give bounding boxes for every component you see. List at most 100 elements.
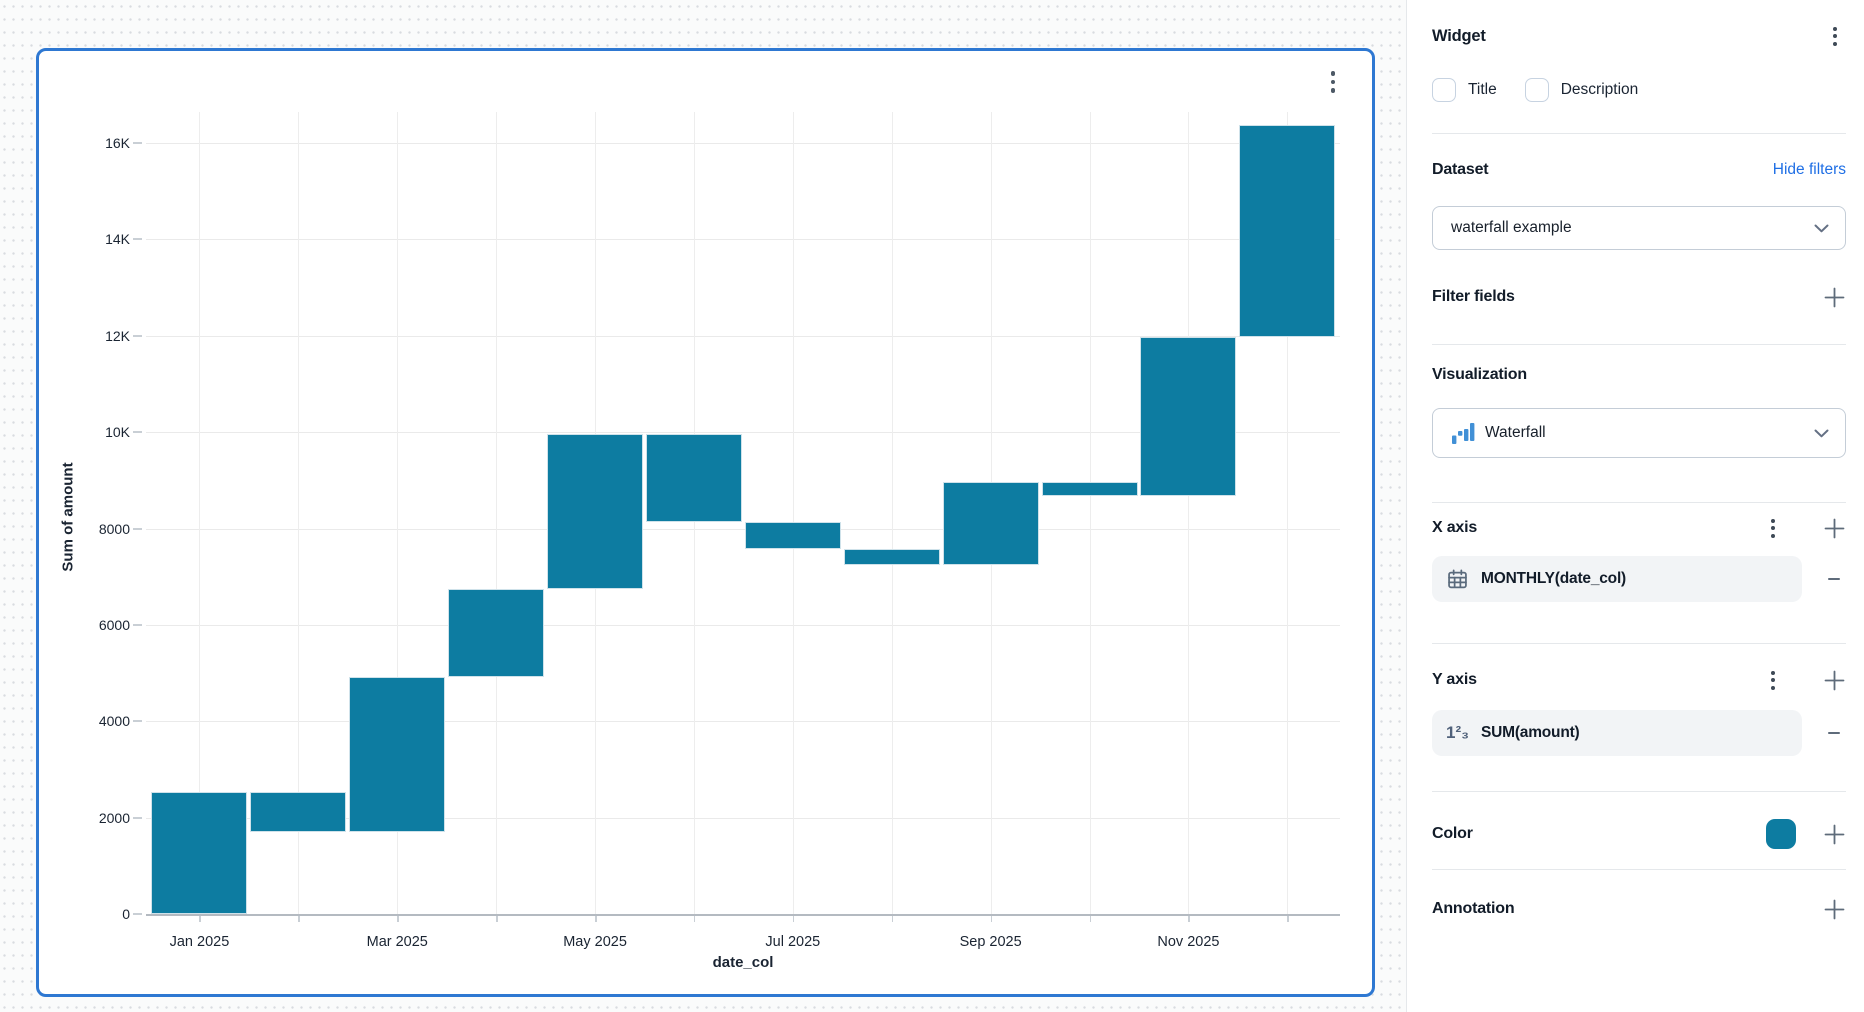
waterfall-chart-icon [1452,422,1475,444]
y-tick-mark [133,238,142,241]
x-axis-field-chip[interactable]: MONTHLY(date_col) [1432,556,1802,602]
x-tick-label: May 2025 [563,934,627,950]
y-tick-mark [133,527,142,530]
x-axis-label: X axis [1432,519,1478,536]
v-gridline [792,112,794,914]
x-tick-mark [891,916,894,922]
y-tick-label: 4000 [98,713,130,730]
y-axis-header-row: Y axis [1432,665,1846,695]
x-tick-label: Nov 2025 [1157,934,1220,950]
h-gridline [146,143,1340,144]
add-filter-field-button[interactable] [1822,285,1846,309]
y-axis-kebab-menu-button[interactable] [1762,667,1784,693]
add-color-button[interactable] [1822,822,1846,846]
y-tick-mark [133,720,142,723]
numeric-123-icon: 1²₃ [1446,723,1469,742]
waterfall-bar [349,676,446,833]
waterfall-bar [645,434,742,522]
minus-icon [1828,731,1840,735]
waterfall-bar [1239,125,1336,338]
h-gridline [146,624,1340,626]
widget-kebab-menu-button[interactable] [1824,23,1846,49]
waterfall-bar [448,589,545,677]
x-tick-mark [1188,916,1190,922]
y-tick-label: 8000 [98,520,130,537]
y-tick-mark [133,142,142,144]
x-tick-mark [1287,916,1289,922]
waterfall-bar [843,549,940,565]
waterfall-bar [151,792,248,914]
y-axis-field-label: SUM(amount) [1480,724,1580,741]
x-axis-kebab-menu-button[interactable] [1762,515,1784,541]
visualization-select[interactable]: Waterfall [1432,408,1846,458]
chevron-down-icon [1814,224,1829,232]
title-checkbox[interactable] [1432,78,1456,102]
add-y-axis-field-button[interactable] [1822,668,1846,692]
y-tick-label: 16K [105,135,130,151]
dataset-select-value: waterfall example [1451,219,1572,236]
dashboard-canvas: Sum of amount date_col 0 2000 4000 6000 8000… [0,0,1406,1012]
waterfall-bar [942,482,1039,565]
dataset-select[interactable]: waterfall example [1432,206,1846,250]
section-divider [1432,344,1846,345]
chevron-down-icon [1814,429,1829,437]
y-tick-label: 2000 [98,809,130,826]
description-checkbox[interactable] [1524,78,1549,102]
v-gridline [199,112,201,914]
x-tick-label: Jan 2025 [169,934,230,950]
v-gridline [1287,112,1289,914]
filter-fields-row: Filter fields [1432,282,1846,312]
x-tick-mark [595,916,597,922]
x-tick-mark [1089,916,1092,922]
title-checkbox-label: Title [1468,81,1497,98]
x-axis-line [146,914,1340,916]
y-tick-mark [133,816,142,819]
x-tick-mark [990,916,993,922]
h-gridline [146,432,1340,434]
x-axis-field-label: MONTHLY(date_col) [1481,570,1627,587]
h-gridline [146,721,1340,723]
h-gridline [146,335,1340,337]
section-divider [1432,643,1846,644]
y-tick-label: 10K [105,424,130,441]
x-tick-label: Mar 2025 [366,934,428,950]
x-tick-mark [298,916,300,922]
annotation-label: Annotation [1432,900,1515,917]
visualization-header-row: Visualization [1432,360,1846,390]
y-tick-label: 12K [105,327,130,344]
hide-filters-link[interactable]: Hide filters [1772,161,1846,178]
description-checkbox-label: Description [1560,81,1639,98]
chart-widget-card[interactable]: Sum of amount date_col 0 2000 4000 6000 8000… [36,48,1375,997]
v-gridline [298,112,300,914]
chart-kebab-menu-button[interactable] [1320,65,1346,99]
v-gridline [1188,112,1190,914]
waterfall-chart: Sum of amount date_col 0 2000 4000 6000 8000… [36,48,1375,997]
panel-title: Widget [1432,26,1486,45]
h-gridline [146,817,1340,819]
v-gridline [891,112,893,914]
dataset-header-row: Dataset Hide filters [1432,155,1846,185]
plus-icon [1824,824,1844,844]
dataset-label: Dataset [1432,161,1489,178]
waterfall-bar [250,792,347,833]
x-tick-mark [199,916,201,922]
color-swatch[interactable] [1766,819,1796,849]
x-axis-field-row: MONTHLY(date_col) [1432,556,1846,602]
add-annotation-button[interactable] [1822,897,1846,921]
plus-icon [1824,670,1844,690]
waterfall-bar [1041,482,1138,497]
filter-fields-label: Filter fields [1432,288,1515,305]
remove-y-axis-field-button[interactable] [1822,721,1846,745]
y-tick-mark [133,431,142,434]
calendar-icon [1448,568,1467,588]
remove-x-axis-field-button[interactable] [1822,567,1846,591]
y-axis-field-chip[interactable]: 1²₃ SUM(amount) [1432,710,1802,756]
y-axis-title: Sum of amount [59,462,77,572]
x-tick-mark [693,916,696,922]
widget-settings-panel: Widget Title Description Dataset Hide fi… [1407,0,1864,1012]
y-tick-label: 0 [122,906,130,922]
section-divider [1432,869,1846,870]
section-divider [1432,133,1846,134]
add-x-axis-field-button[interactable] [1822,516,1846,540]
